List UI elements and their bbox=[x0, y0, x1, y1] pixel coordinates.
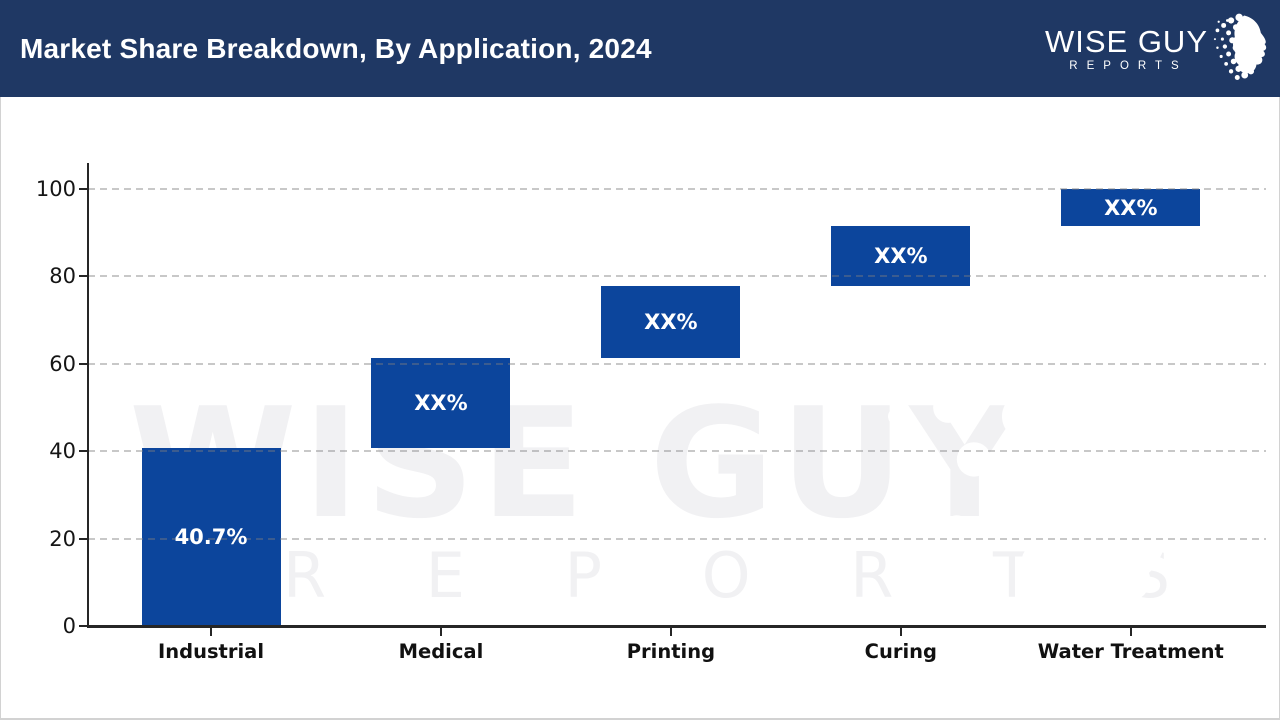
category-label: Curing bbox=[864, 640, 938, 663]
bar-value-label: XX% bbox=[874, 244, 928, 269]
category-label: Medical bbox=[398, 640, 484, 663]
y-tick-mark bbox=[79, 188, 88, 190]
y-tick-mark bbox=[79, 275, 88, 278]
y-tick-label: 60 bbox=[49, 351, 76, 376]
y-tick-mark bbox=[79, 625, 88, 627]
header-bar: Market Share Breakdown, By Application, … bbox=[0, 0, 1280, 97]
category-label: Water Treatment bbox=[1037, 640, 1224, 663]
category-label: Industrial bbox=[157, 640, 265, 663]
logo-wordmark-main: WISE GUY bbox=[1044, 23, 1208, 59]
y-tick-label: 40 bbox=[49, 439, 76, 464]
y-tick-mark bbox=[79, 537, 88, 540]
y-tick-mark bbox=[79, 450, 88, 453]
x-tick-mark bbox=[669, 628, 672, 636]
logo-face-icon bbox=[1213, 13, 1267, 80]
bar-value-label: XX% bbox=[644, 310, 698, 335]
gridline bbox=[88, 188, 1266, 190]
x-axis-line bbox=[87, 625, 1266, 628]
wiseguy-logo: WISE GUY REPORTS bbox=[1045, 0, 1272, 97]
gridline bbox=[88, 275, 1266, 278]
x-tick-mark bbox=[899, 628, 902, 636]
bar-value-label: XX% bbox=[414, 391, 468, 416]
bar bbox=[371, 358, 511, 449]
logo-wordmark-sub: REPORTS bbox=[1069, 59, 1188, 72]
bar bbox=[1061, 189, 1201, 227]
x-tick-mark bbox=[210, 628, 212, 636]
x-tick-mark bbox=[439, 628, 442, 636]
bar-value-label: 40.7% bbox=[174, 525, 248, 550]
y-tick-label: 20 bbox=[49, 526, 76, 551]
watermark-subtext: R E P O R T S bbox=[283, 539, 1210, 612]
logo-wordmark: WISE GUY REPORTS bbox=[1045, 26, 1208, 72]
category-label: Printing bbox=[626, 640, 716, 663]
y-tick-mark bbox=[79, 362, 88, 365]
bar-value-label: XX% bbox=[1104, 195, 1158, 220]
gridline bbox=[88, 450, 1266, 453]
bar bbox=[831, 226, 971, 286]
y-tick-label: 100 bbox=[35, 177, 76, 201]
bar bbox=[601, 286, 741, 359]
bar bbox=[141, 448, 281, 626]
y-tick-label: 80 bbox=[49, 264, 76, 289]
x-tick-mark bbox=[1129, 628, 1132, 636]
y-tick-label: 0 bbox=[62, 614, 76, 638]
gridline bbox=[88, 362, 1266, 365]
chart-title: Market Share Breakdown, By Application, … bbox=[20, 32, 652, 64]
y-axis-line bbox=[87, 163, 89, 628]
gridline bbox=[88, 537, 1266, 540]
